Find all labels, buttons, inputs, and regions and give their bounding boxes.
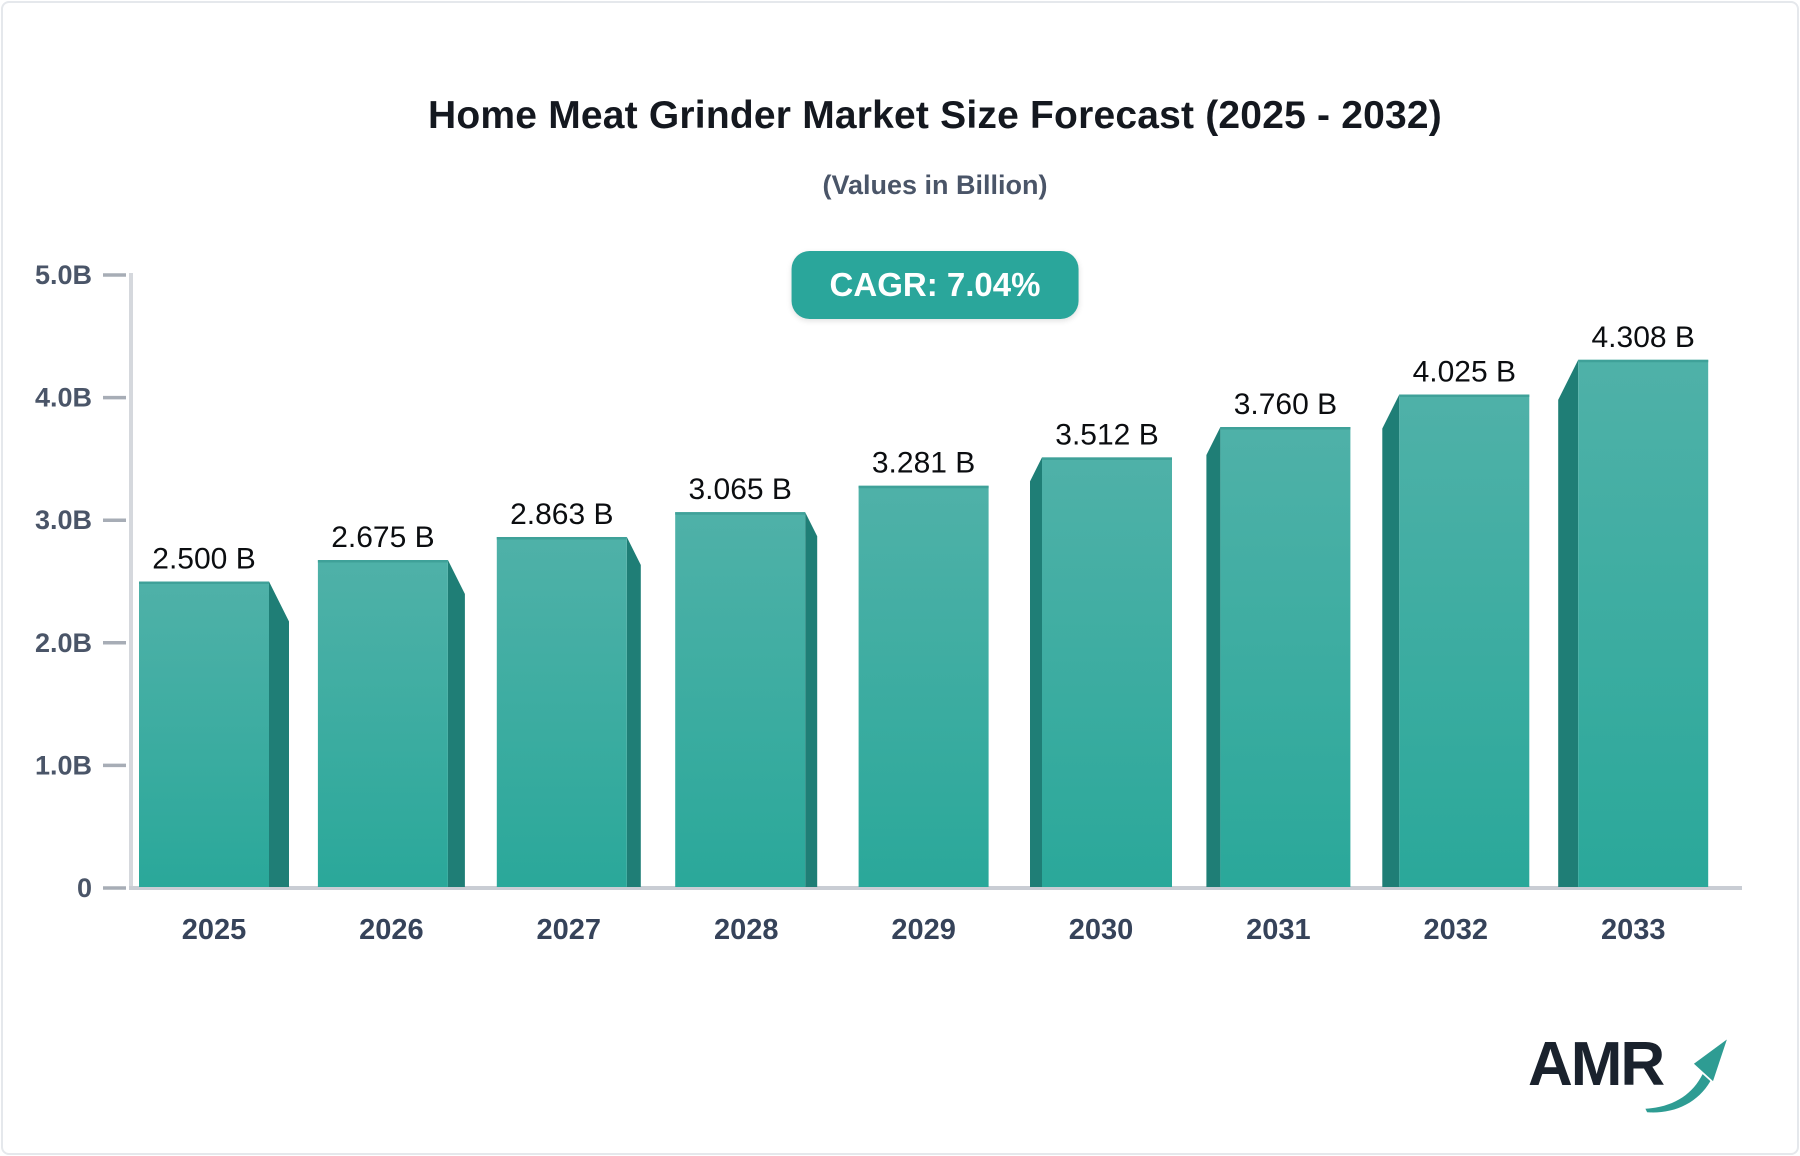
bar-2029 <box>858 485 989 887</box>
brand-logo: AMR <box>1528 1034 1731 1114</box>
bar-side-face <box>269 581 289 887</box>
bar-value-label: 3.281 B <box>872 447 975 480</box>
y-tick-label: 5.0B <box>35 260 92 290</box>
x-axis-label-2026: 2026 <box>359 914 424 946</box>
bar-side-face <box>1206 427 1221 887</box>
y-tick-label: 2.0B <box>35 628 92 658</box>
bar-2030 <box>1042 457 1172 887</box>
y-tick-label: 0 <box>77 873 92 903</box>
x-axis-label-2033: 2033 <box>1601 914 1666 946</box>
growth-arrow-icon <box>1645 1039 1728 1113</box>
bar-value-label: 3.760 B <box>1234 388 1337 421</box>
x-axis-label-2031: 2031 <box>1246 914 1311 946</box>
bar-side-face <box>1030 457 1042 887</box>
y-tick-label: 4.0B <box>35 383 92 413</box>
bar-2033 <box>1578 359 1709 887</box>
x-axis-label-2029: 2029 <box>891 914 956 946</box>
x-axis-label-2030: 2030 <box>1069 914 1134 946</box>
bar-2027 <box>496 536 627 887</box>
x-axis-label-2027: 2027 <box>537 914 602 946</box>
logo-text: AMR <box>1528 1030 1665 1099</box>
y-tick-label: 1.0B <box>35 750 92 780</box>
bar-value-label: 2.500 B <box>152 543 255 576</box>
chart-subtitle: (Values in Billion) <box>822 170 1048 200</box>
bar-value-label: 4.025 B <box>1413 356 1516 389</box>
bar-value-label: 2.863 B <box>510 498 613 531</box>
bar-2031 <box>1220 427 1351 887</box>
bar-side-face <box>805 512 818 887</box>
bar-2032 <box>1399 394 1530 887</box>
y-tick-label: 3.0B <box>35 505 92 535</box>
bar-2026 <box>317 560 448 887</box>
bar-side-face <box>626 536 641 887</box>
bar-value-label: 4.308 B <box>1591 321 1694 354</box>
chart-title: Home Meat Grinder Market Size Forecast (… <box>428 94 1442 137</box>
x-axis-label-2028: 2028 <box>714 914 779 946</box>
bar-value-label: 3.065 B <box>688 473 791 506</box>
bar-2028 <box>675 512 806 887</box>
x-axis-label-2032: 2032 <box>1424 914 1489 946</box>
bar-side-face <box>1558 359 1579 887</box>
cagr-badge: CAGR: 7.04% <box>791 251 1079 319</box>
bar-2025 <box>139 581 269 887</box>
bar-value-label: 2.675 B <box>331 521 434 554</box>
bar-side-face <box>1382 394 1400 887</box>
x-axis-label-2025: 2025 <box>182 914 247 946</box>
bar-value-label: 3.512 B <box>1055 418 1158 451</box>
bar-side-face <box>447 560 465 887</box>
